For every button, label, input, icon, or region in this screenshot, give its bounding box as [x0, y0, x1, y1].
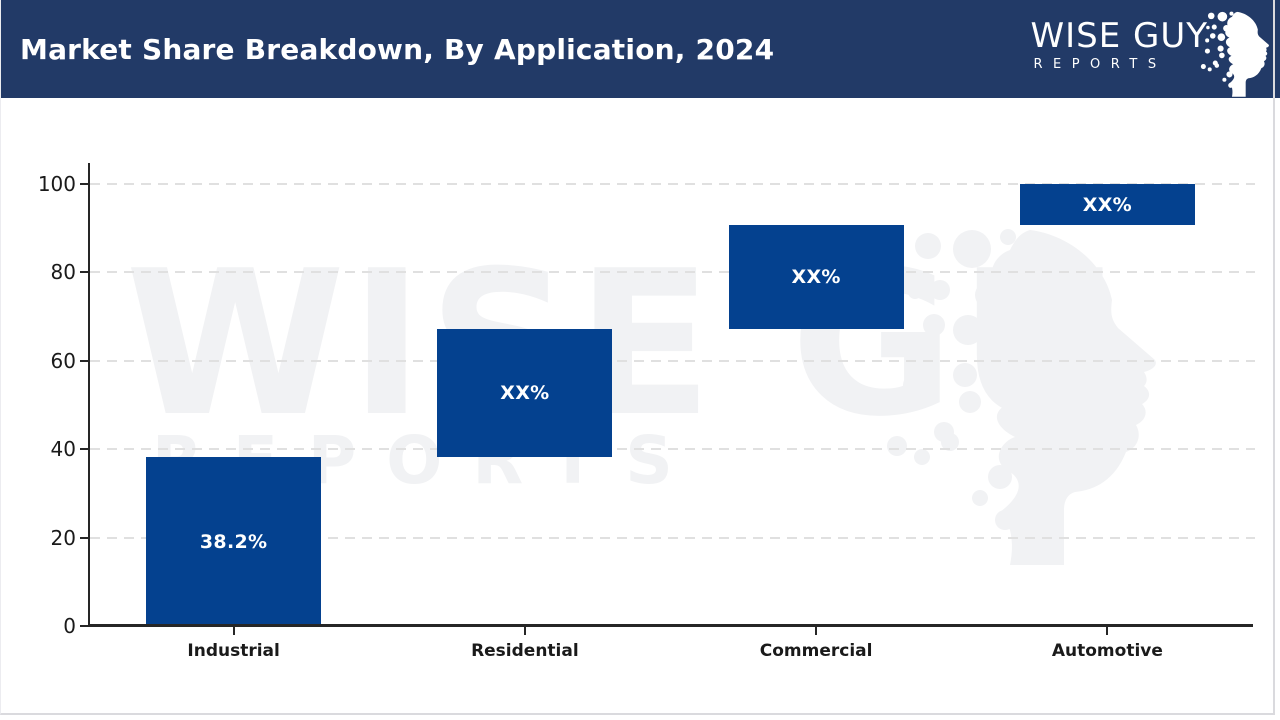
bar-value-label: XX%	[500, 382, 550, 405]
logo-brand-text: WISE GUY	[1030, 16, 1208, 56]
gridline-20	[90, 536, 1255, 539]
bar-value-label: XX%	[1082, 193, 1132, 216]
x-axis-line	[88, 624, 1253, 627]
bar-value-label: XX%	[791, 266, 841, 289]
y-tick-label: 40	[50, 437, 76, 462]
bar-value-label: 38.2%	[199, 530, 268, 553]
category-label-industrial: Industrial	[187, 641, 280, 661]
chart-title: Market Share Breakdown, By Application, …	[20, 33, 775, 66]
y-tick-mark	[80, 359, 88, 362]
bar-residential: XX%	[437, 328, 613, 458]
x-tick-mark	[815, 627, 818, 635]
category-label-automotive: Automotive	[1051, 641, 1163, 661]
y-tick-label: 20	[50, 525, 76, 550]
gridline-100	[90, 183, 1255, 185]
y-tick-mark	[80, 448, 88, 451]
watermark-line1: WISE GU	[125, 228, 1125, 461]
category-label-residential: Residential	[471, 641, 579, 661]
gridline-40	[90, 448, 1255, 451]
x-tick-mark	[232, 627, 235, 635]
bar-industrial: 38.2%	[146, 457, 322, 626]
y-tick-mark	[80, 183, 88, 185]
y-tick-mark	[80, 536, 88, 539]
y-axis-line	[88, 163, 90, 627]
x-tick-mark	[523, 627, 526, 635]
y-tick-label: 80	[50, 260, 76, 285]
category-label-commercial: Commercial	[759, 641, 873, 661]
logo-text: WISE GUY REPORTS	[1030, 19, 1208, 72]
y-tick-mark	[80, 625, 88, 627]
gridline-80	[90, 271, 1255, 274]
bar-commercial: XX%	[728, 225, 904, 329]
y-tick-label: 60	[50, 348, 76, 373]
bar-automotive: XX%	[1019, 184, 1195, 226]
logo-sub-text: REPORTS	[1033, 57, 1167, 72]
x-tick-mark	[1106, 627, 1109, 635]
y-tick-label: 100	[37, 172, 76, 196]
y-tick-mark	[80, 271, 88, 274]
wiseguy-head-icon	[1200, 11, 1269, 97]
header-bar: Market Share Breakdown, By Application, …	[0, 0, 1280, 98]
y-tick-label: 0	[63, 614, 76, 638]
brand-logo: WISE GUY REPORTS	[1030, 5, 1270, 97]
gridline-60	[90, 359, 1255, 362]
